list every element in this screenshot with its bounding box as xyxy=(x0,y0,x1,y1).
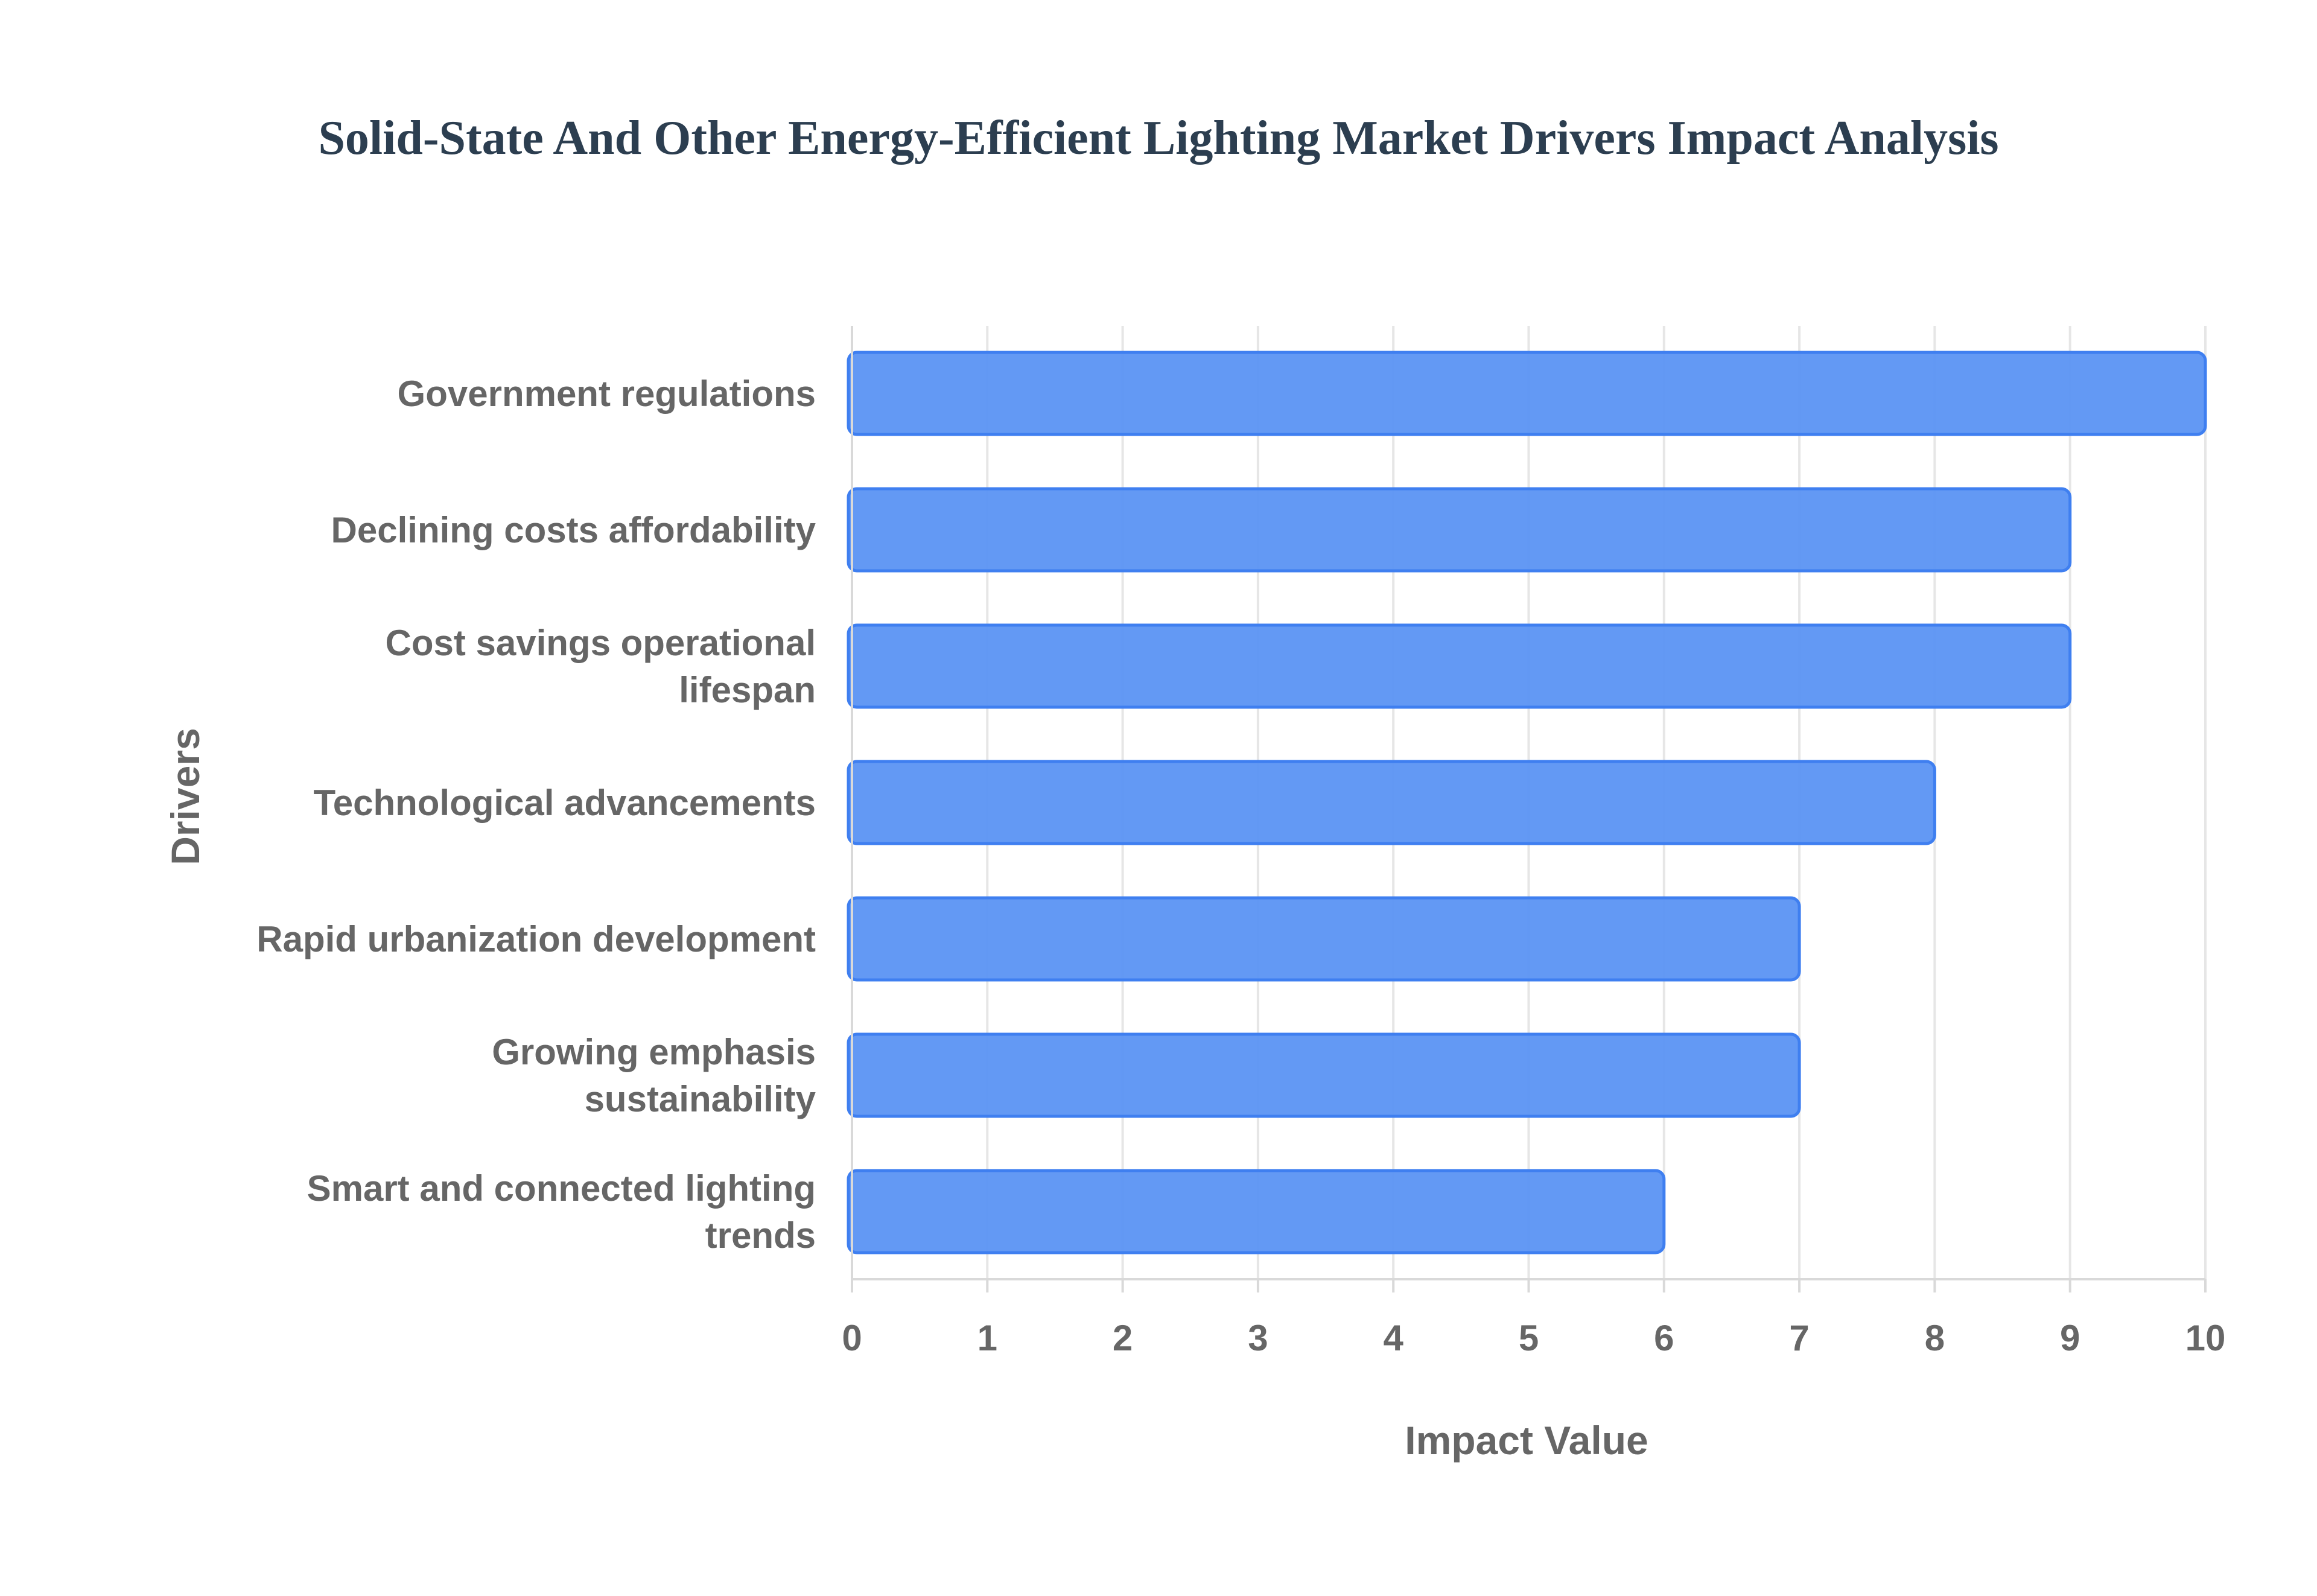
axes xyxy=(851,326,2207,1292)
bars xyxy=(847,351,2207,1254)
category-label: Declining costs affordability xyxy=(331,510,816,550)
x-tick-label: 9 xyxy=(2060,1318,2080,1358)
y-axis-title: Drivers xyxy=(163,728,208,865)
x-tick-label: 1 xyxy=(977,1318,997,1358)
category-label: trends xyxy=(705,1215,816,1256)
bar xyxy=(847,1032,1801,1118)
x-tick-label: 8 xyxy=(1925,1318,1945,1358)
category-label: Smart and connected lighting xyxy=(307,1168,816,1209)
category-label: Government regulations xyxy=(398,374,816,414)
bar xyxy=(847,896,1801,982)
bar xyxy=(847,1169,1666,1254)
x-tick-label: 10 xyxy=(2185,1318,2226,1358)
category-label: Rapid urbanization development xyxy=(256,919,816,959)
category-label: sustainability xyxy=(585,1079,816,1119)
x-tick-label: 5 xyxy=(1519,1318,1539,1358)
category-label: Growing emphasis xyxy=(492,1032,816,1072)
category-label: Cost savings operational xyxy=(386,623,816,663)
bar xyxy=(847,351,2207,436)
x-tick-label: 3 xyxy=(1248,1318,1268,1358)
x-tick-label: 6 xyxy=(1654,1318,1674,1358)
chart-title: Solid-State And Other Energy-Efficient L… xyxy=(318,112,1998,165)
x-tick-label: 0 xyxy=(842,1318,862,1358)
category-labels: Government regulations Declining costs af… xyxy=(256,374,816,1256)
x-tick-label: 4 xyxy=(1384,1318,1404,1358)
category-label: lifespan xyxy=(679,670,816,710)
x-tick-label: 2 xyxy=(1113,1318,1133,1358)
bar xyxy=(847,623,2072,709)
category-label: Technological advancements xyxy=(314,783,816,823)
bar xyxy=(847,487,2072,573)
x-axis-title: Impact Value xyxy=(1405,1418,1648,1463)
x-tick-label: 7 xyxy=(1789,1318,1809,1358)
bar xyxy=(847,760,1936,845)
x-tick-labels: 0 1 2 3 4 5 6 7 8 9 10 xyxy=(842,1318,2225,1358)
